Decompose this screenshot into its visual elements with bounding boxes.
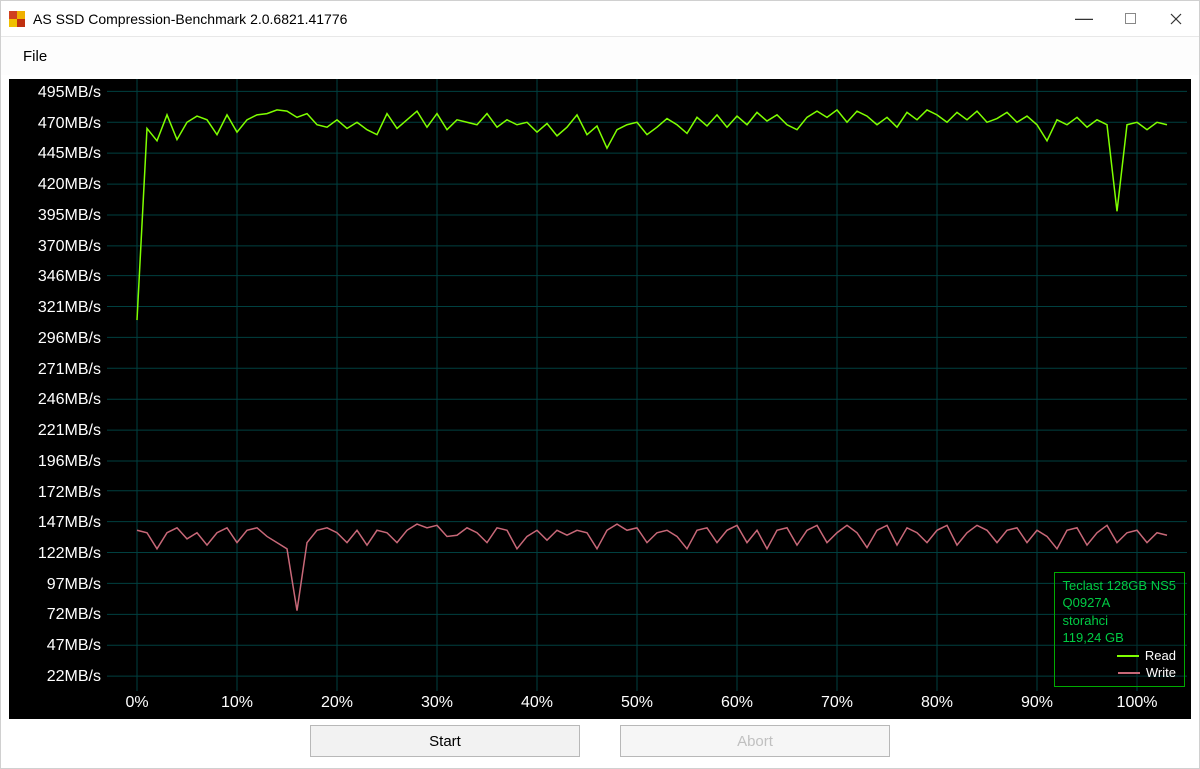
legend-read-label: Read — [1145, 647, 1176, 665]
abort-button: Abort — [620, 725, 890, 757]
x-tick: 10% — [221, 694, 253, 712]
y-tick: 172MB/s — [21, 485, 101, 501]
menubar: File — [1, 37, 1199, 75]
x-tick: 30% — [421, 694, 453, 712]
app-icon — [9, 11, 25, 27]
menu-file[interactable]: File — [15, 44, 55, 69]
legend-fw: Q0927A — [1063, 594, 1176, 612]
x-tick: 100% — [1117, 694, 1158, 712]
legend-write-label: Write — [1146, 664, 1176, 682]
y-tick: 370MB/s — [21, 239, 101, 255]
x-tick: 80% — [921, 694, 953, 712]
legend-driver: storahci — [1063, 612, 1176, 630]
legend-write: Write — [1063, 664, 1176, 682]
y-tick: 395MB/s — [21, 208, 101, 224]
chart-area: 495MB/s 470MB/s 445MB/s 420MB/s 395MB/s 370MB… — [9, 79, 1191, 719]
y-tick: 470MB/s — [21, 116, 101, 132]
y-tick: 72MB/s — [21, 607, 101, 623]
y-tick: 321MB/s — [21, 300, 101, 316]
x-tick: 40% — [521, 694, 553, 712]
y-tick: 147MB/s — [21, 515, 101, 531]
x-tick: 0% — [125, 694, 148, 712]
y-tick: 346MB/s — [21, 269, 101, 285]
minimize-button[interactable]: — — [1061, 1, 1107, 36]
window-controls: — — [1061, 1, 1199, 36]
x-tick: 60% — [721, 694, 753, 712]
close-button[interactable] — [1153, 1, 1199, 36]
y-tick: 420MB/s — [21, 177, 101, 193]
plot-svg — [107, 79, 1187, 691]
x-tick: 50% — [621, 694, 653, 712]
y-tick: 271MB/s — [21, 362, 101, 378]
y-tick: 246MB/s — [21, 392, 101, 408]
y-tick: 495MB/s — [21, 85, 101, 101]
legend-device: Teclast 128GB NS5 — [1063, 577, 1176, 595]
button-row: Start Abort — [1, 719, 1199, 757]
legend: Teclast 128GB NS5 Q0927A storahci 119,24… — [1054, 572, 1185, 687]
plot — [107, 79, 1187, 691]
x-tick: 20% — [321, 694, 353, 712]
x-axis: 0% 10% 20% 30% 40% 50% 60% 70% 80% 90% 100% — [107, 691, 1187, 719]
x-tick: 70% — [821, 694, 853, 712]
y-tick: 445MB/s — [21, 146, 101, 162]
y-tick: 97MB/s — [21, 577, 101, 593]
maximize-button[interactable] — [1107, 1, 1153, 36]
y-tick: 221MB/s — [21, 423, 101, 439]
legend-read: Read — [1063, 647, 1176, 665]
y-tick: 47MB/s — [21, 638, 101, 654]
y-tick: 122MB/s — [21, 546, 101, 562]
start-button[interactable]: Start — [310, 725, 580, 757]
legend-capacity: 119,24 GB — [1063, 629, 1176, 647]
titlebar: AS SSD Compression-Benchmark 2.0.6821.41… — [1, 1, 1199, 37]
x-tick: 90% — [1021, 694, 1053, 712]
window-title: AS SSD Compression-Benchmark 2.0.6821.41… — [33, 11, 1061, 27]
y-tick: 296MB/s — [21, 331, 101, 347]
y-axis: 495MB/s 470MB/s 445MB/s 420MB/s 395MB/s 370MB… — [9, 79, 107, 691]
legend-write-swatch — [1118, 672, 1140, 674]
y-tick: 196MB/s — [21, 454, 101, 470]
legend-read-swatch — [1117, 655, 1139, 657]
y-tick: 22MB/s — [21, 669, 101, 685]
